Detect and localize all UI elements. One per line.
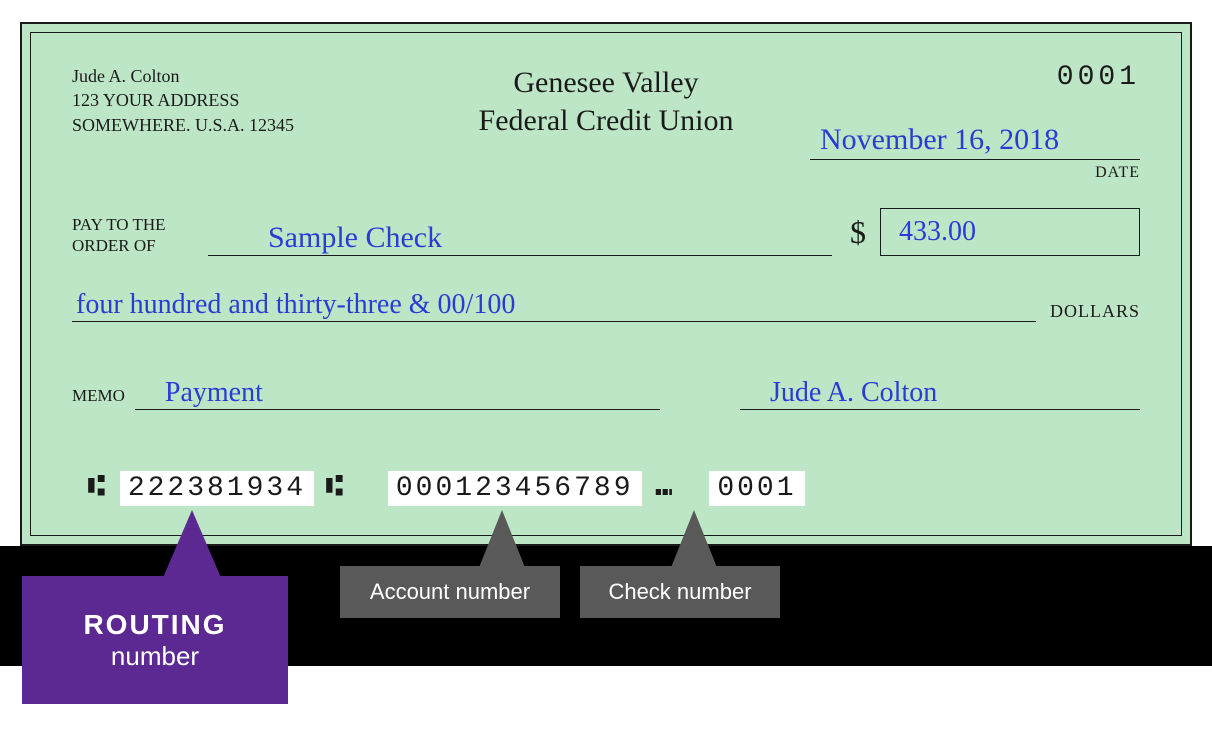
memo-block: MEMO Payment [72,376,660,410]
pay-to-label-2: ORDER OF [72,236,202,256]
check: Jude A. Colton 123 YOUR ADDRESS SOMEWHER… [20,22,1192,546]
micr-dash: ⑉ [648,473,684,504]
date-value: November 16, 2018 [820,123,1059,157]
routing-callout-line-1: ROUTING [83,609,226,641]
signature-value: Jude A. Colton [770,377,937,409]
memo-signature-row: MEMO Payment Jude A. Colton [72,376,1140,410]
date-label: DATE [810,164,1140,182]
pay-to-label: PAY TO THE ORDER OF [72,215,202,256]
memo-label: MEMO [72,386,125,406]
signature-line: Jude A. Colton [740,376,1140,410]
check-number-callout-box: Check number [580,566,780,618]
check-number-pointer-icon [670,510,718,570]
amount-words: four hundred and thirty-three & 00/100 [76,289,515,321]
routing-pointer-icon [162,510,222,580]
payee-line: Sample Check [208,220,832,256]
memo-value: Payment [165,377,263,409]
micr-account: 000123456789 [388,471,642,506]
bank-line-1: Genesee Valley [22,64,1190,102]
payee: Sample Check [268,221,442,255]
dollars-label: DOLLARS [1050,301,1140,322]
micr-symbol-open: ⑆ [82,473,114,504]
routing-callout-line-2: number [111,641,199,672]
micr-check-number: 0001 [709,471,804,506]
memo-line: Payment [135,376,660,410]
dollar-sign: $ [850,214,866,251]
routing-callout-box: ROUTING number [22,576,288,704]
pay-to-label-1: PAY TO THE [72,215,202,235]
micr-routing: 222381934 [120,471,314,506]
check-number-top: 0001 [1057,62,1140,93]
micr-symbol-mid: ⑆ [320,473,352,504]
amount-box: 433.00 [880,208,1140,256]
amount-words-line: four hundred and thirty-three & 00/100 [72,286,1036,322]
pay-to-row: PAY TO THE ORDER OF Sample Check $ 433.0… [72,200,1140,256]
amount-numeric: 433.00 [899,216,976,248]
account-pointer-icon [478,510,526,570]
amount-words-row: four hundred and thirty-three & 00/100 D… [72,286,1140,322]
date-row: November 16, 2018 DATE [810,124,1140,182]
account-callout-box: Account number [340,566,560,618]
date-line: November 16, 2018 [810,124,1140,160]
micr-row: ⑆ 222381934 ⑆ 000123456789 ⑉ 0001 [82,471,811,506]
